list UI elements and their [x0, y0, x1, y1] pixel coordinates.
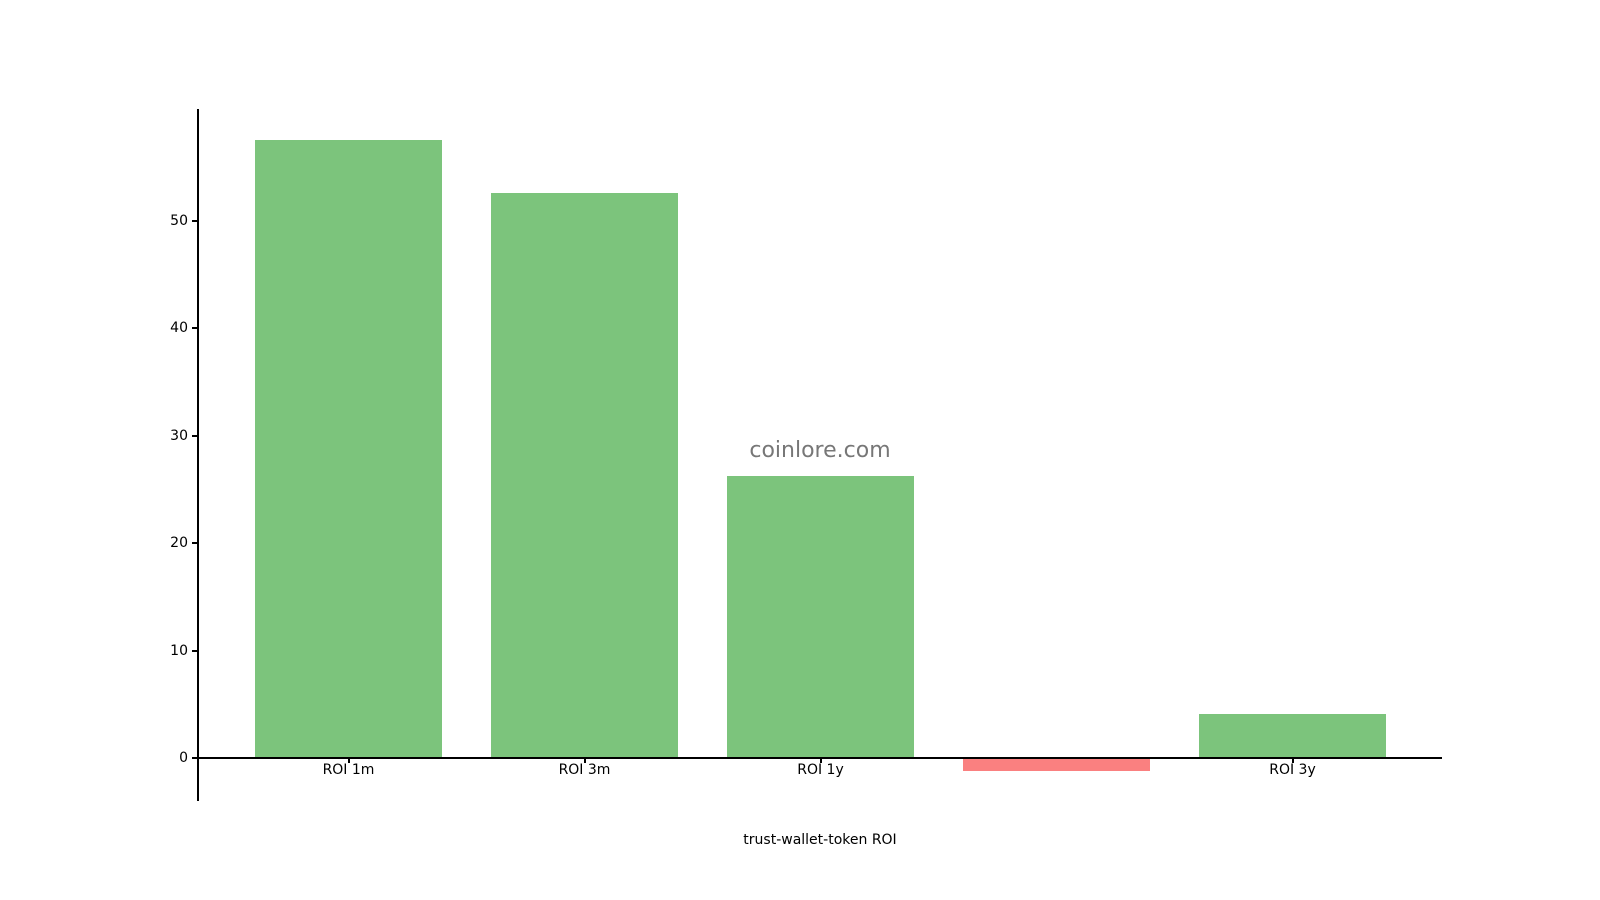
x-tick-label: ROI 3m [558, 762, 611, 778]
chart-title: trust-wallet-token ROI [743, 832, 897, 848]
y-tick-label: 0 [179, 750, 188, 766]
x-tick-label: ROI 1y [797, 762, 844, 778]
y-tick [192, 219, 198, 222]
y-tick-label: 30 [170, 427, 188, 444]
y-tick-label: 20 [170, 535, 188, 551]
x-tick-label: ROI 3y [1269, 762, 1316, 778]
y-tick [192, 327, 198, 329]
bar-roi-1y [727, 476, 914, 758]
y-axis-line [197, 109, 199, 801]
y-tick [192, 434, 198, 437]
bar-roi-3y [1199, 713, 1386, 758]
bar-roi-1m [255, 139, 442, 758]
x-tick-label: ROI 1m [322, 762, 375, 778]
bar-negative [963, 758, 1150, 771]
y-tick [192, 649, 198, 652]
x-tick [583, 758, 586, 763]
x-tick [1291, 758, 1294, 763]
y-tick [192, 542, 198, 544]
y-tick-label: 50 [170, 212, 188, 229]
watermark-text: coinlore.com [749, 438, 891, 463]
x-tick [819, 758, 822, 763]
y-tick [192, 757, 198, 759]
y-tick-label: 10 [170, 642, 188, 659]
x-tick [347, 758, 350, 763]
bar-roi-3m [491, 192, 678, 758]
y-tick-label: 40 [170, 320, 188, 336]
